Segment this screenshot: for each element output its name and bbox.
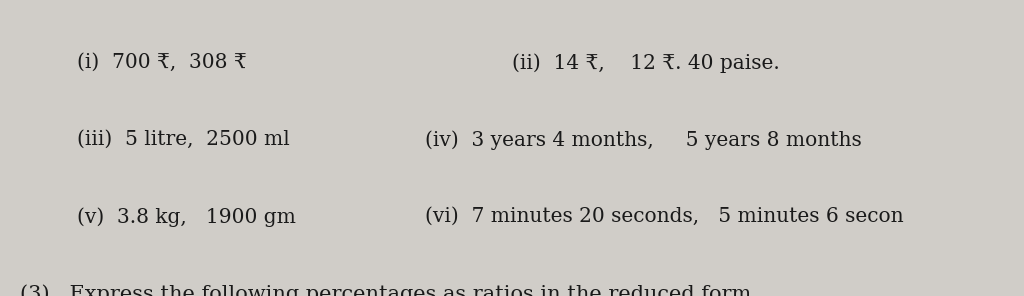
Text: (3)   Express the following percentages as ratios in the reduced form.: (3) Express the following percentages as… — [20, 284, 759, 296]
Text: (i)  700 ₹,  308 ₹: (i) 700 ₹, 308 ₹ — [77, 53, 247, 72]
Text: (iii)  5 litre,  2500 ml: (iii) 5 litre, 2500 ml — [77, 130, 290, 149]
Text: (ii)  14 ₹,    12 ₹. 40 paise.: (ii) 14 ₹, 12 ₹. 40 paise. — [512, 53, 779, 73]
Text: (vi)  7 minutes 20 seconds,   5 minutes 6 secon: (vi) 7 minutes 20 seconds, 5 minutes 6 s… — [425, 207, 903, 226]
Text: (v)  3.8 kg,   1900 gm: (v) 3.8 kg, 1900 gm — [77, 207, 296, 227]
Text: (iv)  3 years 4 months,     5 years 8 months: (iv) 3 years 4 months, 5 years 8 months — [425, 130, 862, 150]
